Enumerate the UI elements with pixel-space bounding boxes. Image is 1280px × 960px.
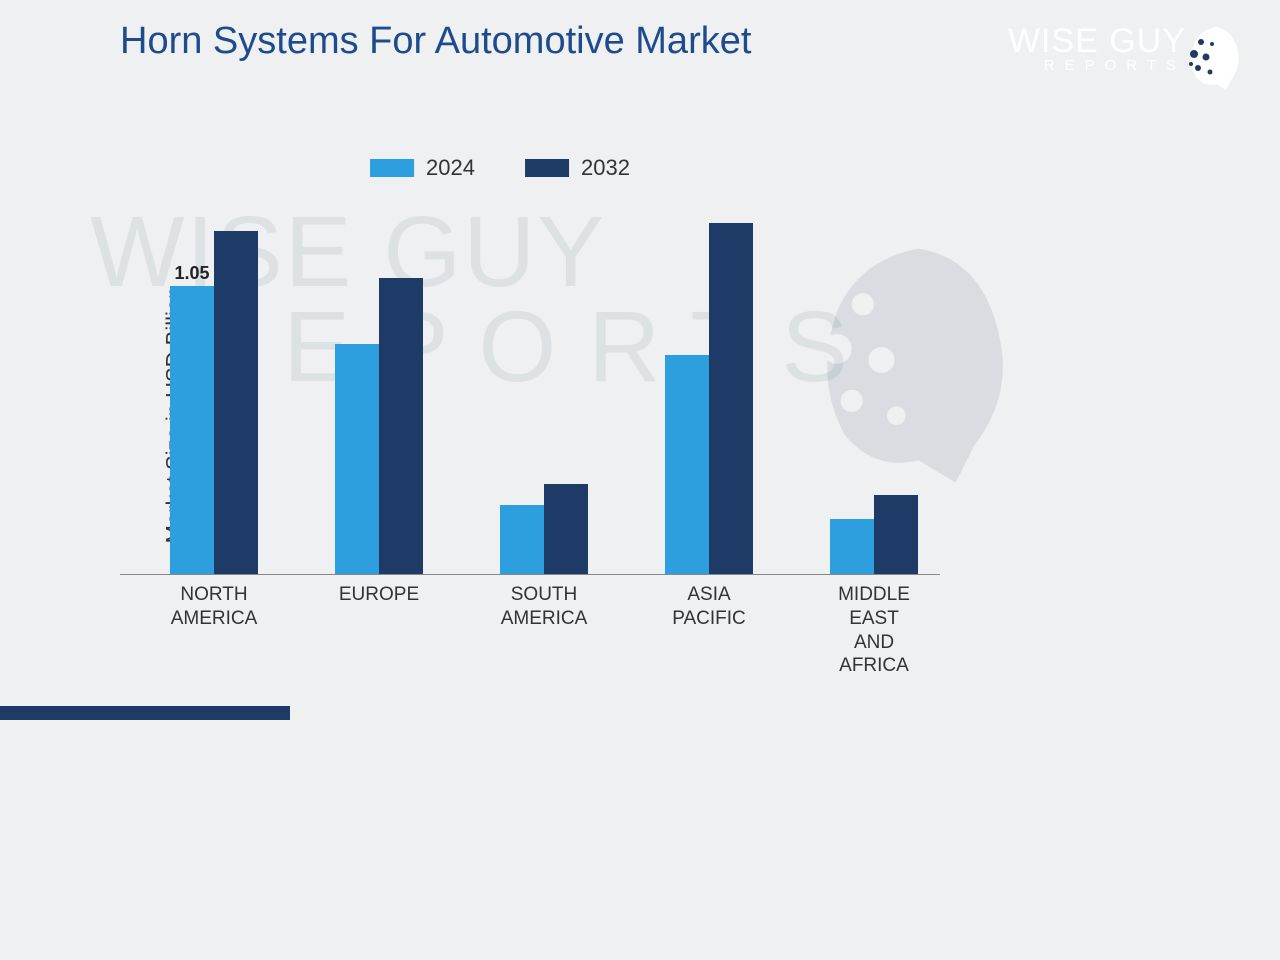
legend-swatch xyxy=(370,159,414,177)
legend-label: 2032 xyxy=(581,155,630,181)
x-axis-label: EUROPE xyxy=(314,583,444,607)
bar xyxy=(709,223,753,574)
bar xyxy=(335,344,379,574)
legend-item: 2032 xyxy=(525,155,630,181)
bar-group xyxy=(665,223,753,574)
bar xyxy=(500,505,544,574)
x-axis-label: MIDDLEEASTANDAFRICA xyxy=(809,583,939,678)
chart-title: Horn Systems For Automotive Market xyxy=(120,20,751,63)
legend: 2024 2032 xyxy=(370,155,630,181)
bar xyxy=(170,286,214,574)
value-label: 1.05 xyxy=(174,263,209,284)
bar xyxy=(544,484,588,574)
plot-region xyxy=(120,205,940,575)
x-axis-label: ASIAPACIFIC xyxy=(644,583,774,631)
legend-label: 2024 xyxy=(426,155,475,181)
brand-logo: WISE GUY REPORTS xyxy=(986,22,1246,74)
bar xyxy=(874,495,918,574)
bar xyxy=(214,231,258,574)
chart-area: Market Size in USD Billion 20242032 NORT… xyxy=(60,155,940,675)
bar-group xyxy=(500,484,588,574)
bar-group xyxy=(335,278,423,574)
bar xyxy=(830,519,874,574)
footer-accent xyxy=(0,706,290,720)
bar xyxy=(665,355,709,574)
brand-main: WISE GUY xyxy=(986,22,1186,61)
legend-swatch xyxy=(525,159,569,177)
x-axis-label: NORTHAMERICA xyxy=(149,583,279,631)
bar-group xyxy=(830,495,918,574)
bar xyxy=(379,278,423,574)
brand-panel xyxy=(960,0,1280,720)
x-axis-label: SOUTHAMERICA xyxy=(479,583,609,631)
legend-item: 2024 xyxy=(370,155,475,181)
